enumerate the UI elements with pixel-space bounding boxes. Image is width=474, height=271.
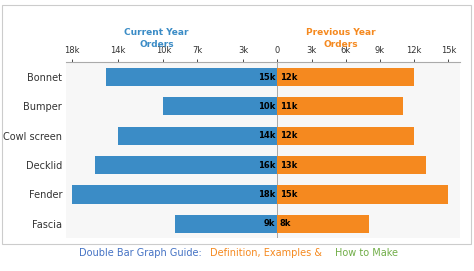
Text: Double Bar Graph Guide:: Double Bar Graph Guide: bbox=[79, 248, 205, 258]
Bar bbox=[106, 68, 277, 86]
Text: 8k: 8k bbox=[280, 219, 291, 228]
Text: Current Year
Orders: Current Year Orders bbox=[124, 28, 189, 49]
Bar bbox=[277, 185, 448, 204]
Bar bbox=[175, 215, 277, 233]
Bar bbox=[277, 127, 414, 145]
Text: 9k: 9k bbox=[264, 219, 275, 228]
Text: 13k: 13k bbox=[280, 161, 297, 170]
Bar bbox=[163, 97, 277, 115]
Bar bbox=[277, 215, 369, 233]
Text: 18k: 18k bbox=[258, 190, 275, 199]
Text: 10k: 10k bbox=[258, 102, 275, 111]
Text: 16k: 16k bbox=[258, 161, 275, 170]
Text: 11k: 11k bbox=[280, 102, 297, 111]
Bar bbox=[277, 156, 426, 174]
Bar bbox=[95, 156, 277, 174]
Text: How to Make: How to Make bbox=[335, 248, 398, 258]
Text: Definition, Examples &: Definition, Examples & bbox=[210, 248, 325, 258]
Text: Previous Year
Orders: Previous Year Orders bbox=[307, 28, 376, 49]
Bar bbox=[118, 127, 277, 145]
Bar bbox=[72, 185, 277, 204]
Text: 15k: 15k bbox=[280, 190, 297, 199]
Text: 14k: 14k bbox=[258, 131, 275, 140]
Text: 15k: 15k bbox=[258, 73, 275, 82]
Bar bbox=[277, 97, 403, 115]
Text: 12k: 12k bbox=[280, 73, 297, 82]
Bar bbox=[277, 68, 414, 86]
Text: 12k: 12k bbox=[280, 131, 297, 140]
